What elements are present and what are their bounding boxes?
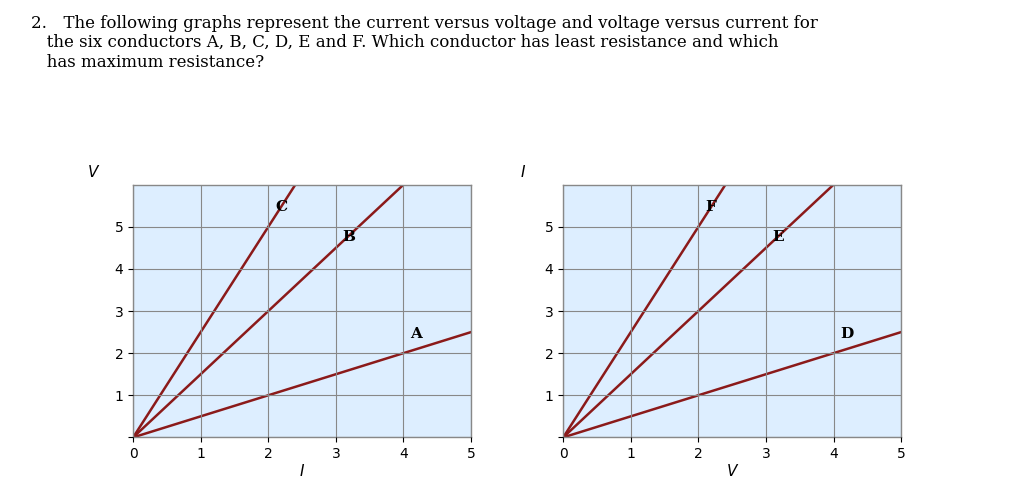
Y-axis label: V: V bbox=[87, 165, 97, 180]
Text: F: F bbox=[706, 200, 716, 214]
Y-axis label: I: I bbox=[520, 165, 525, 180]
Text: E: E bbox=[773, 230, 784, 243]
Text: C: C bbox=[275, 200, 287, 214]
Text: D: D bbox=[841, 327, 854, 341]
Text: A: A bbox=[411, 327, 422, 341]
Text: B: B bbox=[343, 230, 355, 243]
Text: 2. The following graphs represent the current versus voltage and voltage versus : 2. The following graphs represent the cu… bbox=[31, 15, 817, 71]
X-axis label: I: I bbox=[300, 464, 304, 479]
X-axis label: V: V bbox=[727, 464, 737, 479]
